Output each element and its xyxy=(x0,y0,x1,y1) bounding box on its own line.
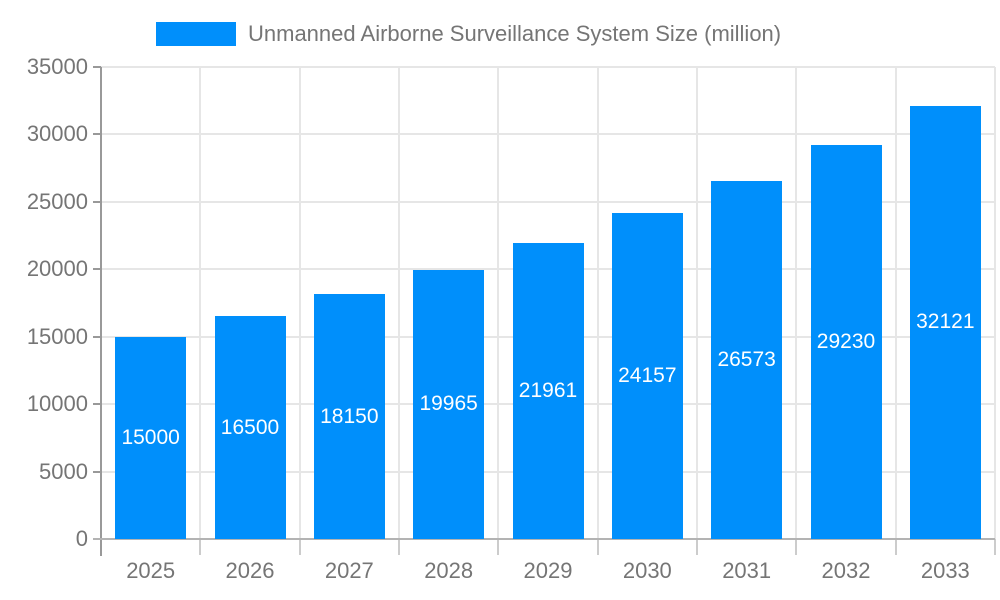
y-axis-tick xyxy=(93,133,101,136)
bar[interactable] xyxy=(214,316,286,539)
bar-value-label: 18150 xyxy=(320,404,379,428)
x-gridline xyxy=(795,67,798,539)
x-gridline xyxy=(696,67,698,539)
x-axis-tick-label: 2030 xyxy=(622,558,672,583)
y-axis-tick-label: 0 xyxy=(75,526,88,551)
legend-label: Unmanned Airborne Surveillance System Si… xyxy=(248,21,782,46)
bar[interactable] xyxy=(711,180,783,539)
y-axis-tick xyxy=(93,66,101,68)
bar-value-label: 24157 xyxy=(618,364,677,388)
bar-value-label: 26573 xyxy=(717,347,776,371)
y-axis-tick-label: 20000 xyxy=(26,256,88,282)
y-axis-tick-label: 10000 xyxy=(26,391,88,417)
y-axis-line xyxy=(100,67,102,556)
x-gridline xyxy=(994,67,996,539)
x-axis-tick xyxy=(894,539,897,555)
bar-value-label: 15000 xyxy=(121,425,180,449)
bar-value-label: 19965 xyxy=(419,392,478,416)
y-gridline xyxy=(101,200,995,203)
x-axis-tick-label: 2026 xyxy=(225,558,275,583)
y-gridline xyxy=(101,66,995,68)
x-axis-tick-label: 2025 xyxy=(126,558,176,583)
x-axis-tick-label: 2027 xyxy=(324,558,374,583)
x-axis-tick xyxy=(298,539,301,555)
bar[interactable] xyxy=(413,269,485,539)
x-gridline xyxy=(596,67,599,539)
bar[interactable] xyxy=(810,144,882,539)
x-axis-tick-label: 2032 xyxy=(821,558,871,583)
x-axis-tick xyxy=(994,539,996,555)
y-axis-tick-label: 15000 xyxy=(26,323,88,349)
x-axis-tick xyxy=(795,539,798,555)
y-axis-tick xyxy=(93,403,101,406)
y-axis-tick xyxy=(93,200,101,203)
x-axis-tick xyxy=(596,539,599,555)
x-axis-tick-label: 2029 xyxy=(523,558,573,583)
x-axis-line xyxy=(93,538,995,540)
y-axis-tick-label: 30000 xyxy=(26,121,88,147)
legend-item[interactable]: Unmanned Airborne Surveillance System Si… xyxy=(156,22,781,46)
bar[interactable] xyxy=(115,336,187,539)
x-gridline xyxy=(298,67,301,539)
bar[interactable] xyxy=(512,242,584,539)
x-axis-tick-label: 2028 xyxy=(424,558,474,583)
x-axis-tick-label: 2033 xyxy=(920,558,970,583)
bar[interactable] xyxy=(313,294,385,539)
y-axis-tick-label: 35000 xyxy=(26,54,88,79)
x-axis-tick xyxy=(497,539,500,555)
bar[interactable] xyxy=(909,105,981,539)
x-gridline xyxy=(398,67,400,539)
y-axis-tick xyxy=(93,335,101,338)
bar-value-label: 29230 xyxy=(816,329,876,353)
x-gridline xyxy=(894,67,897,539)
legend-swatch xyxy=(156,22,236,46)
x-axis-tick xyxy=(398,539,400,555)
y-axis-tick-label: 25000 xyxy=(26,188,88,214)
x-gridline xyxy=(497,67,500,539)
x-axis-tick xyxy=(199,539,202,555)
y-gridline xyxy=(101,133,995,136)
bar-value-label: 21961 xyxy=(518,378,578,402)
bar-value-label: 32121 xyxy=(916,310,975,334)
x-gridline xyxy=(199,67,202,539)
y-axis-tick xyxy=(93,470,101,473)
x-axis-tick xyxy=(696,539,698,555)
y-axis-tick-label: 5000 xyxy=(39,458,88,484)
y-axis-tick xyxy=(93,268,101,271)
x-axis-tick-label: 2031 xyxy=(722,558,772,583)
bar-value-label: 16500 xyxy=(220,415,280,439)
bar[interactable] xyxy=(611,213,683,539)
